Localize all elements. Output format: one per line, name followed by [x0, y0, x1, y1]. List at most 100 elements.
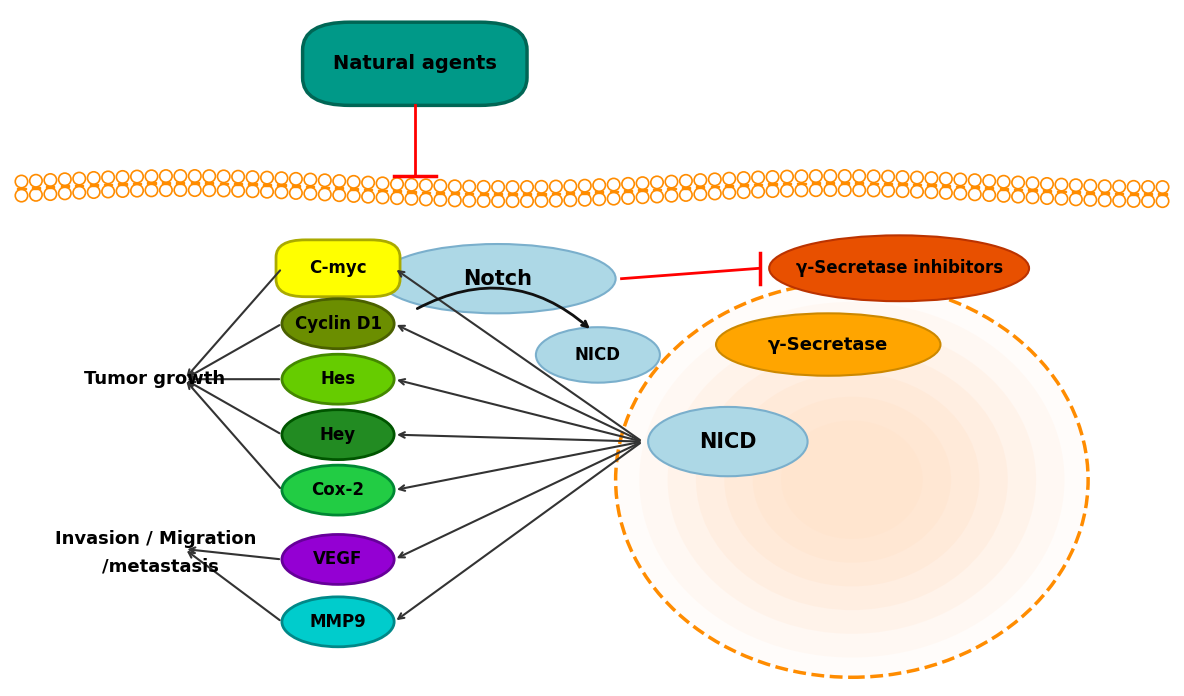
- Bar: [1115, 193, 1124, 194]
- Bar: [624, 190, 632, 191]
- Bar: [393, 190, 401, 192]
- Bar: [465, 193, 474, 194]
- Bar: [869, 182, 877, 184]
- Text: /metastasis: /metastasis: [102, 557, 219, 576]
- Bar: [855, 182, 863, 184]
- FancyBboxPatch shape: [303, 22, 527, 105]
- Ellipse shape: [753, 397, 951, 562]
- Bar: [538, 193, 546, 195]
- Text: γ-Secretase: γ-Secretase: [768, 335, 888, 354]
- Text: γ-Secretase inhibitors: γ-Secretase inhibitors: [796, 260, 1003, 277]
- Ellipse shape: [716, 313, 940, 376]
- Text: Tumor growth: Tumor growth: [84, 370, 225, 388]
- Bar: [407, 191, 416, 193]
- Bar: [696, 187, 704, 188]
- Ellipse shape: [781, 420, 922, 539]
- Bar: [1130, 193, 1138, 195]
- Bar: [826, 182, 835, 184]
- Bar: [18, 188, 26, 189]
- Text: C-myc: C-myc: [309, 260, 367, 277]
- Bar: [610, 191, 618, 192]
- Text: Hey: Hey: [320, 426, 356, 443]
- Bar: [596, 191, 604, 193]
- Ellipse shape: [282, 299, 394, 349]
- Bar: [710, 186, 719, 187]
- Bar: [999, 188, 1008, 189]
- Bar: [580, 192, 588, 193]
- Bar: [1014, 189, 1022, 191]
- Bar: [335, 187, 343, 189]
- Bar: [797, 182, 805, 184]
- Text: Notch: Notch: [463, 269, 532, 289]
- Bar: [277, 184, 285, 186]
- Bar: [783, 183, 791, 184]
- Ellipse shape: [770, 235, 1029, 301]
- Bar: [422, 191, 430, 193]
- Text: Invasion / Migration: Invasion / Migration: [54, 530, 256, 548]
- Bar: [32, 187, 40, 189]
- Bar: [941, 185, 950, 187]
- Bar: [957, 186, 965, 187]
- Text: MMP9: MMP9: [310, 612, 366, 631]
- Bar: [740, 184, 748, 186]
- Bar: [725, 185, 733, 187]
- Bar: [682, 187, 690, 189]
- Bar: [812, 182, 821, 184]
- Bar: [1057, 191, 1066, 193]
- Text: NICD: NICD: [699, 432, 757, 452]
- Bar: [668, 188, 676, 189]
- Bar: [768, 183, 777, 185]
- Bar: [321, 187, 329, 188]
- Ellipse shape: [616, 282, 1088, 677]
- Bar: [219, 182, 227, 184]
- Bar: [176, 182, 185, 184]
- Ellipse shape: [696, 349, 1008, 610]
- Bar: [652, 189, 661, 190]
- Bar: [147, 182, 155, 184]
- Bar: [1086, 192, 1094, 193]
- Bar: [508, 193, 516, 195]
- Ellipse shape: [668, 326, 1036, 634]
- Bar: [1072, 191, 1080, 193]
- Text: VEGF: VEGF: [314, 551, 362, 569]
- Ellipse shape: [725, 373, 979, 587]
- Ellipse shape: [282, 410, 394, 459]
- Bar: [162, 182, 170, 184]
- Bar: [913, 184, 921, 185]
- Bar: [263, 184, 271, 186]
- Bar: [60, 186, 69, 187]
- Ellipse shape: [639, 302, 1064, 658]
- Bar: [480, 193, 488, 195]
- Bar: [234, 183, 243, 184]
- Text: Hes: Hes: [321, 370, 355, 388]
- Bar: [494, 193, 502, 195]
- Bar: [46, 187, 54, 188]
- Text: Cyclin D1: Cyclin D1: [295, 315, 381, 333]
- Ellipse shape: [379, 244, 616, 313]
- Bar: [1043, 190, 1051, 192]
- FancyBboxPatch shape: [276, 240, 400, 296]
- Bar: [927, 184, 935, 186]
- Bar: [523, 193, 532, 195]
- Bar: [899, 183, 907, 185]
- Bar: [133, 183, 141, 184]
- Bar: [638, 189, 646, 191]
- Bar: [90, 184, 98, 186]
- Bar: [1029, 189, 1037, 191]
- Bar: [971, 187, 979, 188]
- Bar: [841, 182, 849, 184]
- Ellipse shape: [282, 597, 394, 647]
- Bar: [349, 188, 358, 190]
- Bar: [307, 186, 315, 187]
- Bar: [104, 184, 112, 185]
- Text: Cox-2: Cox-2: [311, 481, 365, 499]
- Bar: [363, 189, 372, 191]
- Ellipse shape: [282, 535, 394, 585]
- Ellipse shape: [536, 327, 659, 383]
- Bar: [754, 184, 762, 185]
- Bar: [436, 192, 444, 193]
- Bar: [75, 185, 83, 187]
- Bar: [1144, 193, 1152, 195]
- Text: Natural agents: Natural agents: [333, 54, 497, 73]
- Bar: [1101, 192, 1109, 194]
